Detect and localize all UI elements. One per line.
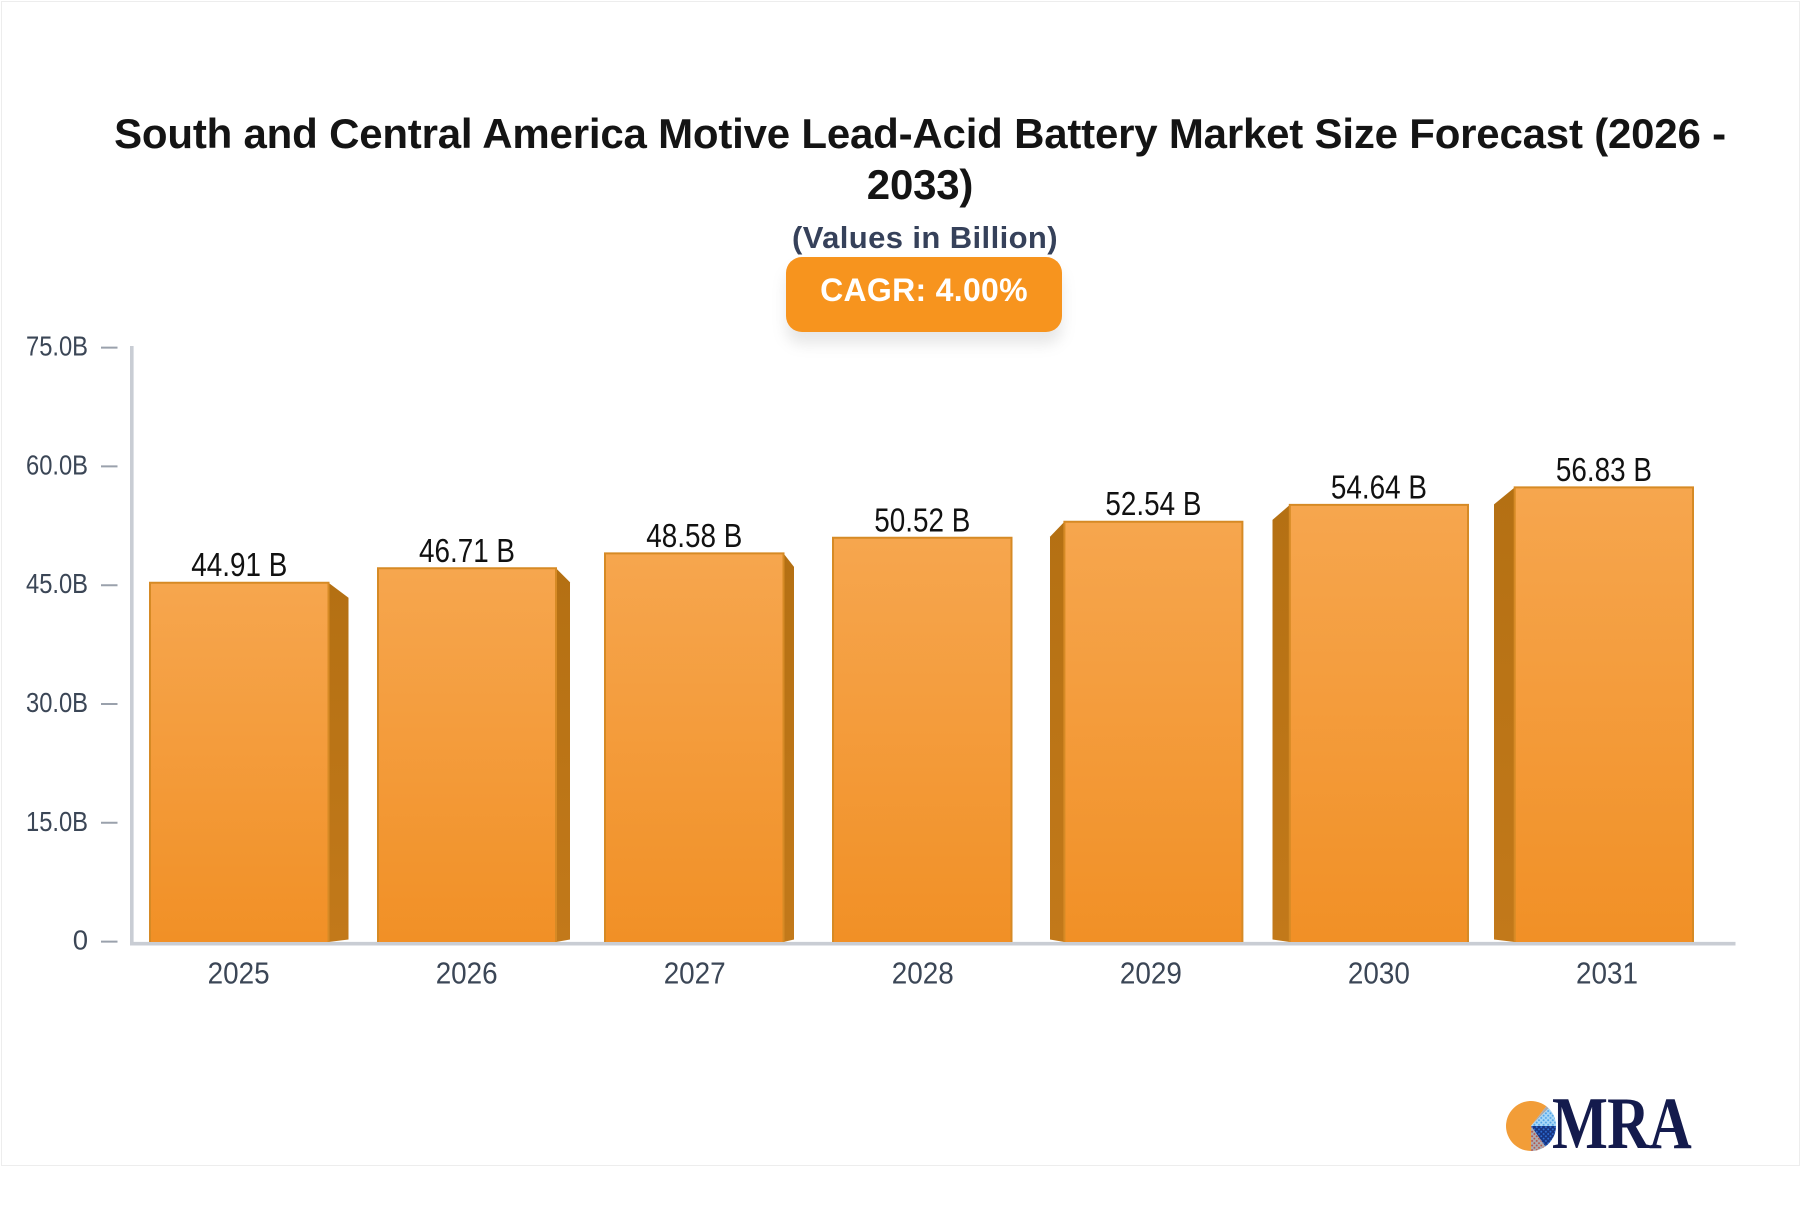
svg-text:2030: 2030	[1348, 957, 1410, 991]
svg-text:56.83 B: 56.83 B	[1556, 452, 1652, 489]
svg-text:2026: 2026	[436, 957, 498, 991]
svg-text:15.0B: 15.0B	[26, 806, 88, 837]
svg-text:54.64 B: 54.64 B	[1331, 469, 1427, 506]
svg-text:2027: 2027	[664, 957, 726, 991]
svg-text:75.0B: 75.0B	[26, 331, 88, 362]
svg-text:2029: 2029	[1120, 957, 1182, 991]
svg-text:52.54 B: 52.54 B	[1105, 486, 1201, 523]
svg-text:2028: 2028	[892, 957, 954, 991]
svg-text:2025: 2025	[208, 957, 270, 991]
svg-text:60.0B: 60.0B	[26, 449, 88, 480]
svg-text:0: 0	[73, 925, 88, 956]
svg-text:48.58 B: 48.58 B	[646, 518, 742, 555]
svg-text:44.91 B: 44.91 B	[191, 547, 287, 584]
svg-text:2031: 2031	[1576, 957, 1638, 991]
svg-text:50.52 B: 50.52 B	[874, 502, 970, 539]
svg-text:30.0B: 30.0B	[26, 687, 88, 718]
svg-text:45.0B: 45.0B	[26, 568, 88, 599]
svg-text:46.71 B: 46.71 B	[419, 533, 515, 570]
